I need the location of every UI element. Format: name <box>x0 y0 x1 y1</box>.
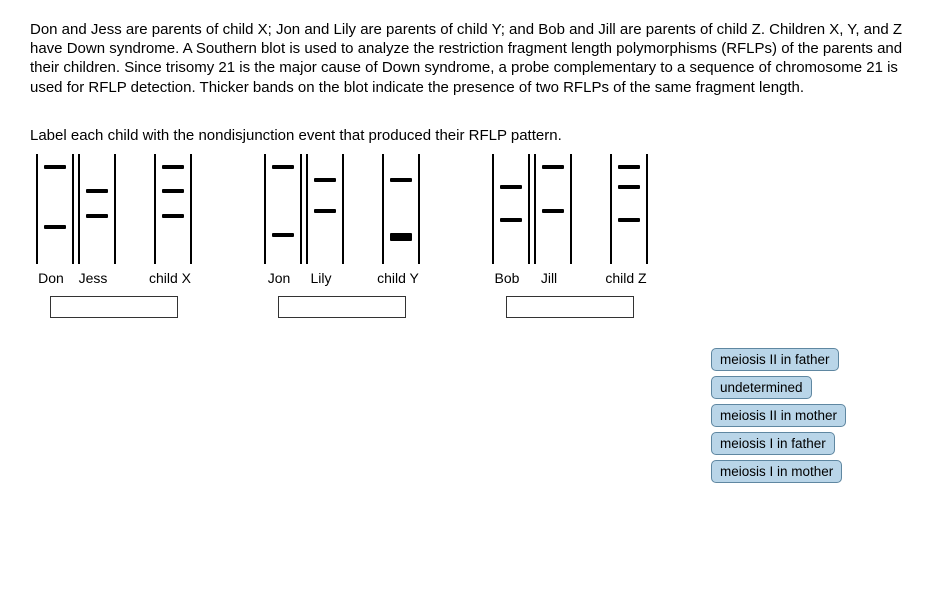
gel-lane <box>382 154 420 264</box>
gel-band <box>618 218 640 222</box>
family-block: BobJill child Z <box>486 154 654 318</box>
lanes-row <box>490 154 650 264</box>
child-label: child Y <box>370 270 426 286</box>
parent-label: Jon <box>258 270 300 286</box>
gel-lane <box>610 154 648 264</box>
gel-band <box>542 209 564 213</box>
gel-lane <box>492 154 530 264</box>
answer-dropzone[interactable] <box>506 296 634 318</box>
child-label: child Z <box>598 270 654 286</box>
answer-dropzone[interactable] <box>278 296 406 318</box>
gel-lane <box>534 154 572 264</box>
gel-band <box>618 185 640 189</box>
parent-label: Jill <box>528 270 570 286</box>
gel-band <box>272 165 294 169</box>
gel-band <box>162 214 184 218</box>
gel-lane <box>306 154 344 264</box>
family-block: DonJess child X <box>30 154 198 318</box>
gel-band <box>500 218 522 222</box>
gel-band <box>86 189 108 193</box>
answer-option[interactable]: meiosis I in father <box>711 432 835 455</box>
prompt-text: Label each child with the nondisjunction… <box>30 127 906 144</box>
family-block: JonLily child Y <box>258 154 426 318</box>
gel-band <box>44 165 66 169</box>
gel-band <box>86 214 108 218</box>
parent-label: Jess <box>72 270 114 286</box>
gel-lane <box>36 154 74 264</box>
parent-label: Don <box>30 270 72 286</box>
intro-text: Don and Jess are parents of child X; Jon… <box>30 20 906 97</box>
parent-label: Bob <box>486 270 528 286</box>
gel-band <box>390 178 412 182</box>
gel-lane <box>154 154 192 264</box>
parent-label: Lily <box>300 270 342 286</box>
answer-option[interactable]: meiosis II in father <box>711 348 839 371</box>
answer-option[interactable]: undetermined <box>711 376 812 399</box>
gel-band <box>314 209 336 213</box>
lanes-row <box>34 154 194 264</box>
gel-band <box>542 165 564 169</box>
labels-row: DonJess child X <box>30 270 198 286</box>
gel-lane <box>78 154 116 264</box>
answer-option[interactable]: meiosis I in mother <box>711 460 842 483</box>
answer-dropzone[interactable] <box>50 296 178 318</box>
gel-lane <box>264 154 302 264</box>
child-label: child X <box>142 270 198 286</box>
options-list: meiosis II in father undetermined meiosis … <box>711 348 846 483</box>
gel-band <box>618 165 640 169</box>
gel-band <box>162 189 184 193</box>
gel-band <box>162 165 184 169</box>
gel-band <box>314 178 336 182</box>
gel-band <box>390 233 412 241</box>
families-container: DonJess child X JonLily child Y BobJill child… <box>30 154 906 318</box>
labels-row: BobJill child Z <box>486 270 654 286</box>
gel-band <box>500 185 522 189</box>
labels-row: JonLily child Y <box>258 270 426 286</box>
gel-band <box>272 233 294 237</box>
answer-option[interactable]: meiosis II in mother <box>711 404 846 427</box>
lanes-row <box>262 154 422 264</box>
gel-band <box>44 225 66 229</box>
